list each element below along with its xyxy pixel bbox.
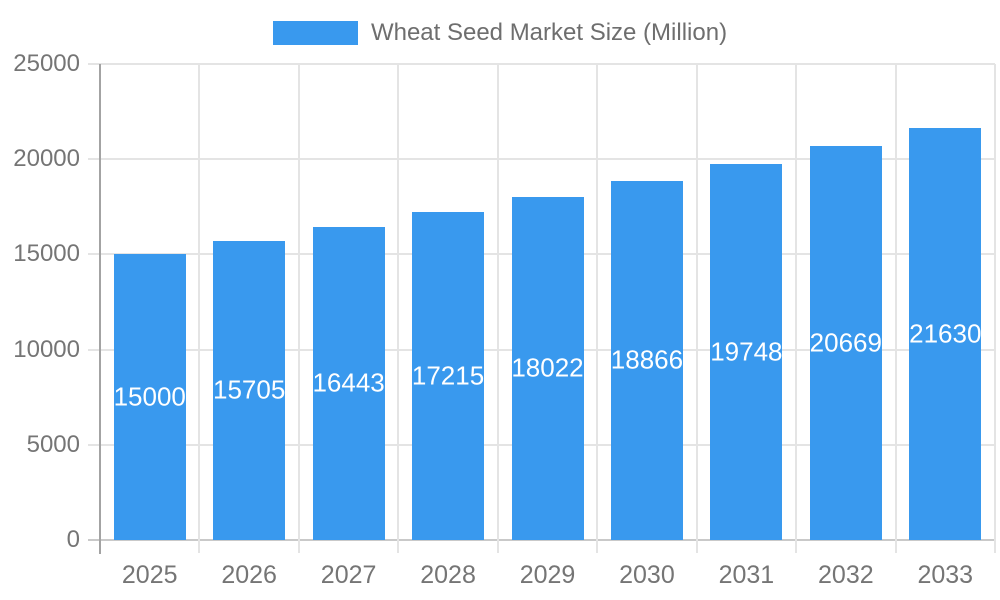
bar-value-label: 16443 [312,367,385,398]
v-gridline [198,64,201,553]
bar: 19748 [710,164,783,540]
bar-value-label: 17215 [411,360,485,391]
x-tick-label: 2029 [519,561,576,589]
x-axis-baseline [88,539,995,541]
plot-area: 15000 15705 16443 17215 18022 18866 19748 20669… [88,63,996,554]
y-tick-label: 10000 [13,335,80,363]
bar-value-label: 15000 [113,381,186,412]
bar-value-label: 18866 [610,344,684,375]
bar-value-label: 20669 [809,327,882,358]
x-tick-label: 2026 [221,561,277,589]
y-tick-label: 20000 [13,145,80,173]
x-tick-label: 2028 [420,561,476,589]
v-gridline [994,64,996,553]
bar: 15705 [213,240,286,540]
v-gridline [795,64,798,553]
v-gridline [397,64,400,553]
v-gridline [297,64,300,553]
bar: 18866 [610,180,684,540]
bar: 18022 [511,196,584,540]
y-tick-label: 5000 [26,430,80,458]
x-tick-label: 2030 [619,561,675,589]
v-gridline [496,64,499,553]
y-tick-label: 15000 [13,240,80,268]
bar: 20669 [810,146,882,540]
x-tick-label: 2031 [718,561,775,589]
bar: 15000 [114,254,186,540]
legend-label: Wheat Seed Market Size (Million) [370,19,728,46]
y-tick-label: 25000 [13,50,80,77]
x-tick-label: 2032 [818,561,874,589]
v-gridline [894,64,897,553]
x-tick-label: 2027 [320,561,377,589]
v-gridline [596,64,599,553]
legend-swatch-icon [272,21,358,45]
bar: 21630 [909,128,981,540]
legend: Wheat Seed Market Size (Million) [0,18,1000,48]
h-gridline [88,158,995,161]
bar-value-label: 19748 [710,336,783,367]
bar: 16443 [312,226,385,540]
x-tick-label: 2025 [121,561,178,589]
y-tick-label: 0 [66,526,80,553]
y-axis-line [99,64,101,554]
bar: 17215 [412,212,484,540]
bar-value-label: 18022 [511,352,584,383]
v-gridline [695,64,698,553]
x-tick-label: 2033 [917,561,974,589]
bar-value-label: 15705 [213,374,286,405]
bar-value-label: 21630 [909,318,982,349]
h-gridline [88,63,995,65]
